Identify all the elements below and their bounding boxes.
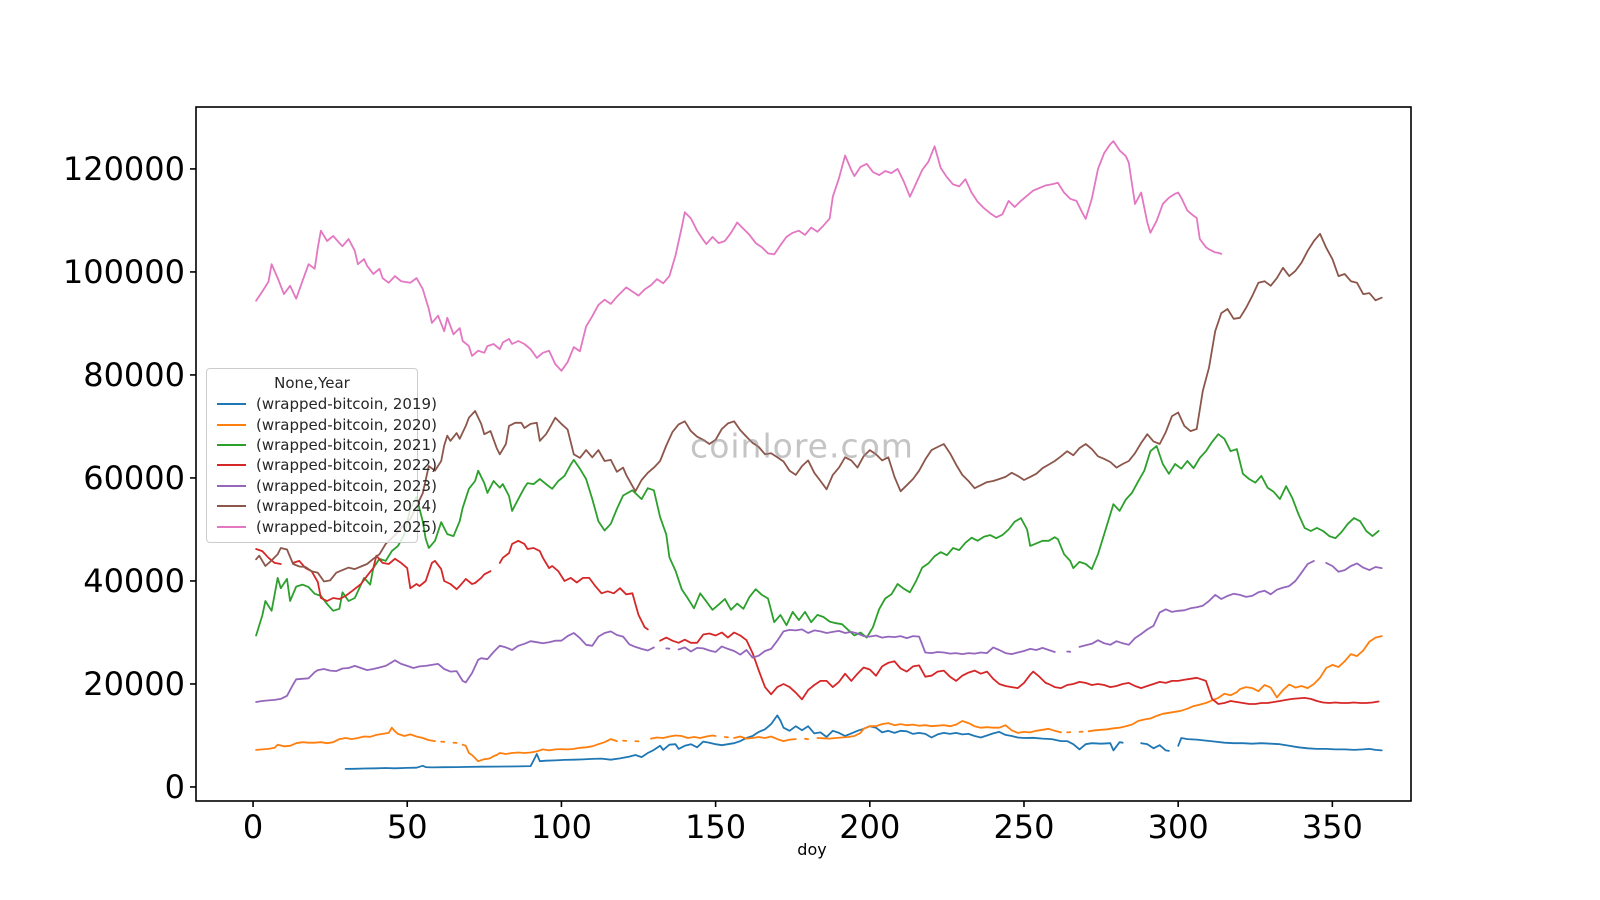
- series-line-2024: [255, 232, 1383, 583]
- legend-line-sample-icon: [217, 525, 246, 528]
- legend: None,Year (wrapped-bitcoin, 2019) (wrappe…: [206, 368, 437, 543]
- legend-line-sample-icon: [217, 484, 246, 487]
- x-tick-label: 50: [387, 808, 428, 846]
- axes-spines: [195, 106, 1412, 802]
- y-tick-label: 0: [165, 768, 185, 806]
- x-tick-label: 0: [243, 808, 263, 846]
- series-line-2019: [344, 714, 1383, 770]
- legend-item-label: (wrapped-bitcoin, 2022): [256, 456, 437, 475]
- legend-item: (wrapped-bitcoin, 2023): [215, 476, 437, 496]
- y-tick-label: 40000: [83, 562, 185, 600]
- legend-item-label: (wrapped-bitcoin, 2019): [256, 395, 437, 414]
- y-tick-label: 100000: [63, 253, 185, 291]
- x-tick-label: 200: [839, 808, 900, 846]
- legend-item-label: (wrapped-bitcoin, 2024): [256, 497, 437, 516]
- legend-item: (wrapped-bitcoin, 2020): [215, 414, 437, 434]
- legend-line-sample-icon: [217, 403, 246, 406]
- series-line-2023: [255, 560, 1383, 703]
- legend-item: (wrapped-bitcoin, 2024): [215, 496, 437, 516]
- y-tick-label: 80000: [83, 356, 185, 394]
- legend-line-sample-icon: [217, 443, 246, 446]
- legend-line-sample-icon: [217, 423, 246, 426]
- series-line-2022: [255, 539, 1380, 705]
- legend-item-label: (wrapped-bitcoin, 2021): [256, 435, 437, 454]
- legend-item: (wrapped-bitcoin, 2021): [215, 435, 437, 455]
- y-tick-label: 60000: [83, 459, 185, 497]
- series-line-2020: [255, 635, 1383, 763]
- watermark: coinlore.com: [690, 426, 914, 466]
- x-axis-label: doy: [797, 840, 827, 859]
- legend-line-sample-icon: [217, 464, 246, 467]
- legend-line-sample-icon: [217, 505, 246, 508]
- legend-title: None,Year: [274, 374, 350, 392]
- legend-item-label: (wrapped-bitcoin, 2023): [256, 476, 437, 495]
- series-line-2025: [255, 140, 1223, 372]
- x-tick-label: 300: [1148, 808, 1209, 846]
- series-line-2021: [255, 433, 1380, 639]
- x-tick-label: 150: [685, 808, 746, 846]
- legend-item: (wrapped-bitcoin, 2025): [215, 516, 437, 536]
- legend-item-label: (wrapped-bitcoin, 2025): [256, 517, 437, 536]
- y-tick-label: 120000: [63, 150, 185, 188]
- legend-item: (wrapped-bitcoin, 2022): [215, 455, 437, 475]
- legend-items: (wrapped-bitcoin, 2019) (wrapped-bitcoin,…: [215, 394, 437, 537]
- x-tick-label: 350: [1302, 808, 1363, 846]
- x-tick-label: 250: [993, 808, 1054, 846]
- legend-item: (wrapped-bitcoin, 2019): [215, 394, 437, 414]
- x-tick-label: 100: [531, 808, 592, 846]
- y-tick-label: 20000: [83, 665, 185, 703]
- legend-item-label: (wrapped-bitcoin, 2020): [256, 415, 437, 434]
